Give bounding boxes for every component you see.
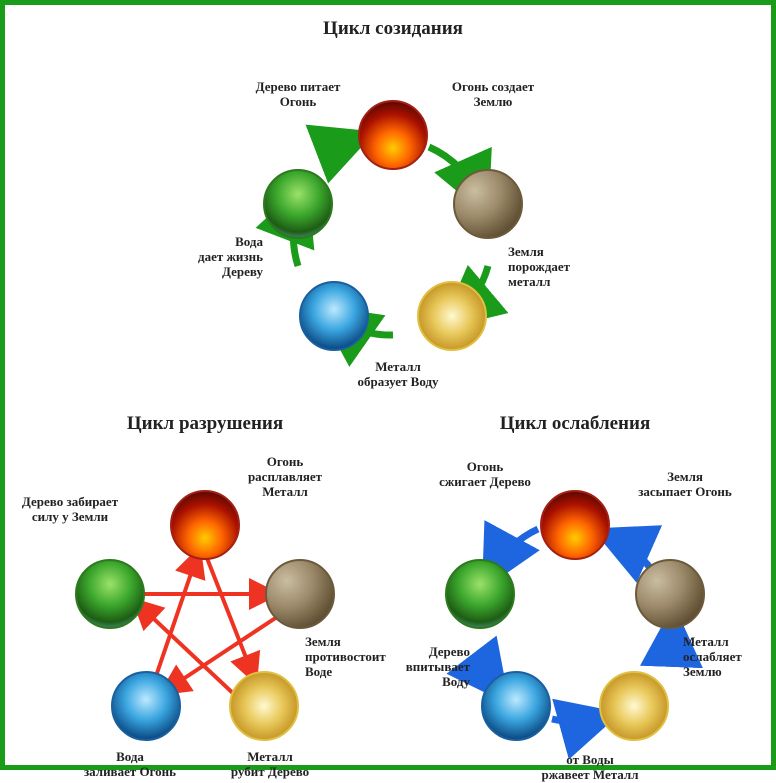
label-metal-water: Металл образует Воду [338, 360, 458, 390]
node-water-icon [299, 281, 369, 351]
label-metal-earth: Металл ослабляет Землю [683, 635, 773, 680]
cycle-creation: Дерево питает Огонь Огонь создает Землю … [243, 85, 543, 385]
label-water-fire: Вода заливает Огонь [70, 750, 190, 780]
node-fire-icon [540, 490, 610, 560]
label-water-metal: от Воды ржавеет Металл [525, 753, 655, 783]
label-fire-metal: Огонь расплавляет Металл [230, 455, 340, 500]
title-weakening: Цикл ослабления [425, 413, 725, 435]
label-fire-wood: Огонь сжигает Дерево [425, 460, 545, 490]
label-metal-wood: Металл рубит Дерево [215, 750, 325, 780]
title-destruction: Цикл разрушения [55, 413, 355, 435]
diagram-destruction: Цикл разрушения Огонь расплавляет Металл… [55, 425, 355, 725]
node-earth-icon [453, 169, 523, 239]
node-metal-icon [229, 671, 299, 741]
title-creation: Цикл созидания [243, 18, 543, 40]
node-wood-icon [75, 559, 145, 629]
node-earth-icon [265, 559, 335, 629]
cycle-destruction: Огонь расплавляет Металл Дерево забирает… [55, 475, 355, 775]
node-fire-icon [358, 100, 428, 170]
label-earth-metal: Земля порождает металл [508, 245, 598, 290]
label-wood-water: Дерево впитывает Воду [380, 645, 470, 690]
label-wood-earth: Дерево забирает силу у Земли [5, 495, 135, 525]
node-earth-icon [635, 559, 705, 629]
label-wood-fire: Дерево питает Огонь [238, 80, 358, 110]
node-metal-icon [417, 281, 487, 351]
diagram-creation: Цикл созидания Дерево питает Огонь Огонь… [243, 30, 543, 330]
node-wood-icon [263, 169, 333, 239]
diagram-weakening: Цикл ослабления Огонь сжигает Дерево Зем… [425, 425, 725, 725]
node-wood-icon [445, 559, 515, 629]
label-water-wood: Вода дает жизнь Дереву [173, 235, 263, 280]
node-water-icon [111, 671, 181, 741]
cycle-weakening: Огонь сжигает Дерево Земля засыпает Огон… [425, 475, 725, 775]
label-earth-fire: Земля засыпает Огонь [625, 470, 745, 500]
node-metal-icon [599, 671, 669, 741]
label-fire-earth: Огонь создает Землю [438, 80, 548, 110]
node-fire-icon [170, 490, 240, 560]
node-water-icon [481, 671, 551, 741]
